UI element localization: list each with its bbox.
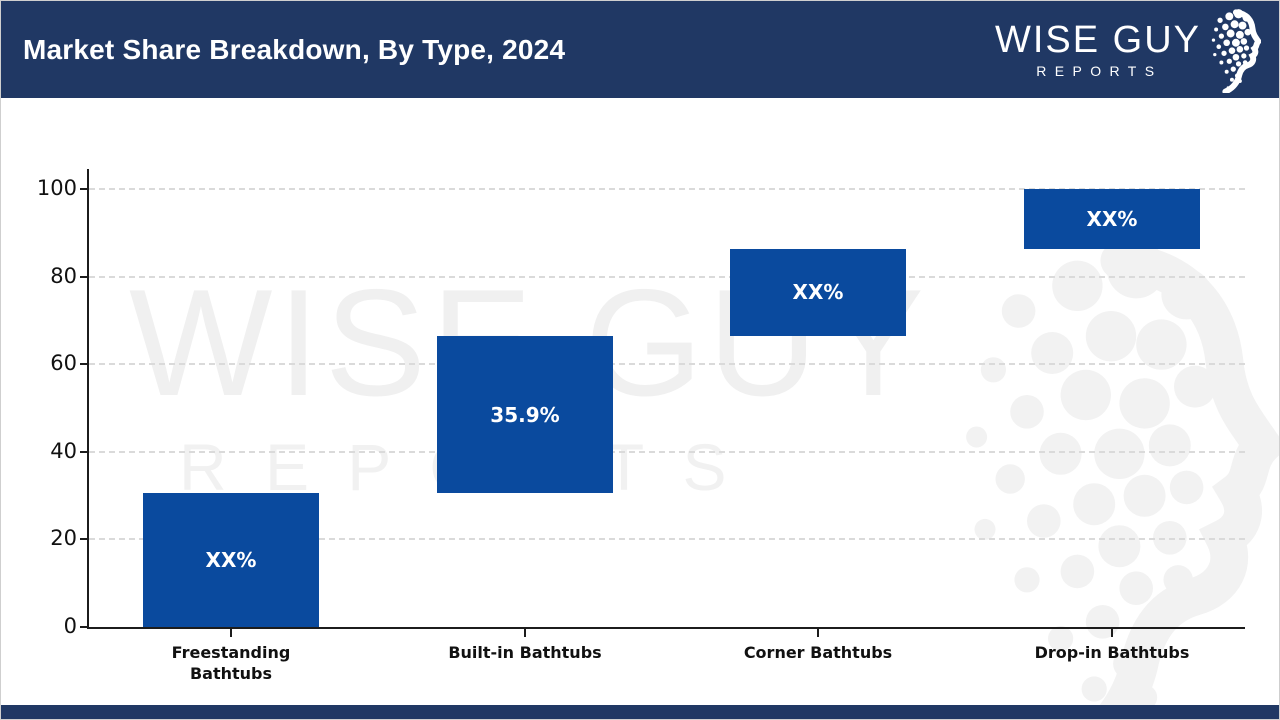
dotted-head-icon: [1211, 8, 1261, 93]
logo-reports-text: REPORTS: [1036, 62, 1163, 79]
bar-value-label: XX%: [1086, 206, 1138, 231]
x-tick-mark-3: [1111, 629, 1113, 637]
x-axis-label-0: Freestanding Bathtubs: [171, 643, 291, 684]
gridline-60: [89, 363, 1245, 366]
watermark-head-icon: [966, 239, 1279, 719]
x-axis-line: [87, 627, 1245, 629]
chart-title: Market Share Breakdown, By Type, 2024: [23, 33, 566, 65]
y-tick-mark-80: [80, 275, 87, 278]
x-axis-label-2: Corner Bathtubs: [743, 643, 893, 662]
y-tick-label-100: 100: [36, 176, 77, 200]
y-tick-label-40: 40: [50, 438, 77, 463]
x-axis-label-3: Drop-in Bathtubs: [1034, 643, 1190, 662]
bar-drop-in-bathtubs: XX%: [1024, 189, 1200, 249]
y-tick-mark-100: [80, 188, 87, 190]
wiseguy-logo: WISE GUY REPORTS: [995, 7, 1261, 93]
y-tick-label-20: 20: [50, 526, 77, 551]
y-tick-mark-40: [80, 450, 87, 453]
bar-corner-bathtubs: XX%: [730, 248, 906, 337]
header-banner: Market Share Breakdown, By Type, 2024 WI…: [1, 1, 1279, 98]
gridline-40: [89, 450, 1245, 453]
gridline-80: [89, 275, 1245, 278]
y-tick-label-80: 80: [50, 263, 77, 288]
y-tick-label-60: 60: [50, 351, 77, 376]
bar-built-in-bathtubs: 35.9%: [437, 336, 613, 494]
gridline-20: [89, 538, 1245, 541]
x-tick-mark-2: [817, 629, 819, 637]
footer-band: [1, 705, 1279, 719]
bar-freestanding-bathtubs: XX%: [143, 493, 319, 627]
y-tick-mark-20: [80, 538, 87, 541]
gridline-100: [89, 188, 1245, 190]
bar-value-label: 35.9%: [490, 402, 560, 427]
y-tick-label-0: 0: [63, 614, 77, 638]
y-tick-mark-60: [80, 363, 87, 366]
wiseguy-logo-text: WISE GUY REPORTS: [995, 21, 1201, 79]
x-axis-label-1: Built-in Bathtubs: [448, 643, 602, 662]
y-axis-line: [87, 169, 89, 629]
bar-value-label: XX%: [205, 548, 257, 573]
y-tick-mark-0: [80, 626, 87, 628]
logo-wise-guy-text: WISE GUY: [994, 18, 1201, 61]
x-tick-mark-1: [524, 629, 526, 637]
x-tick-mark-0: [230, 629, 232, 637]
bar-value-label: XX%: [792, 280, 844, 305]
